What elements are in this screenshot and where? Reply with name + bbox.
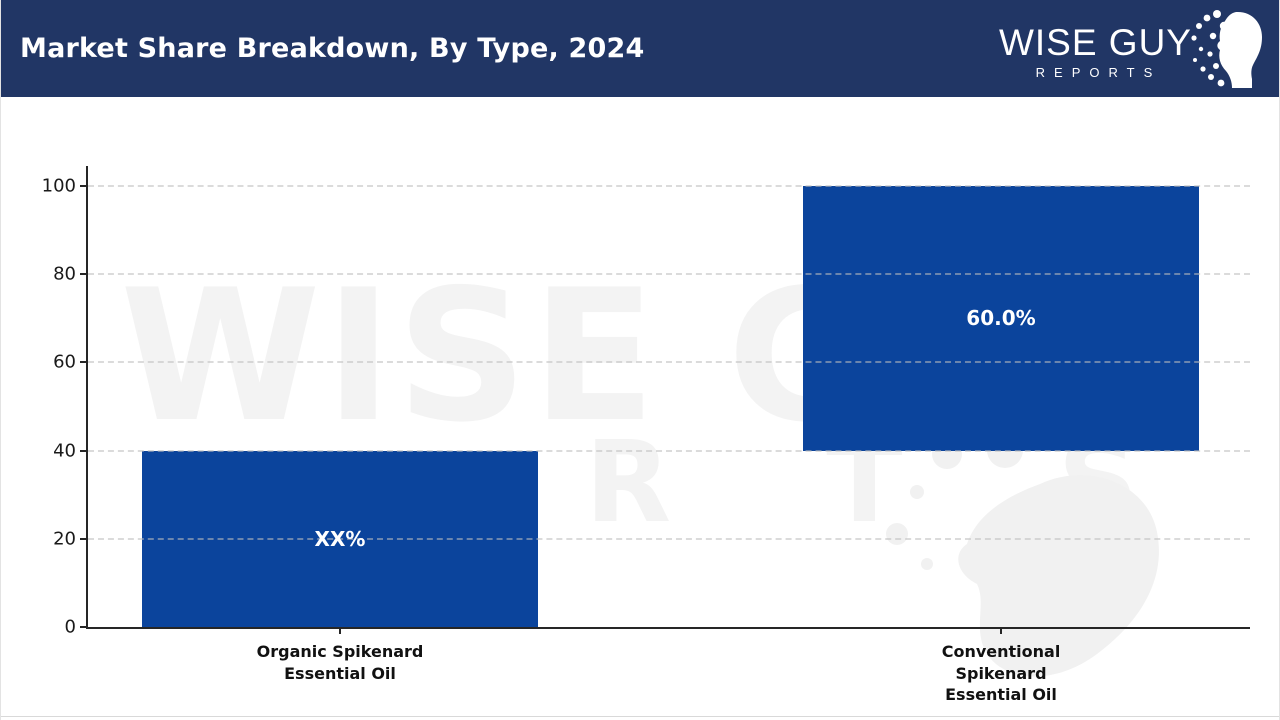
y-gridline — [88, 185, 1250, 187]
plot-area: 0 20 40 60 80 100 XX% 60.0% Organic Spikenard Es… — [0, 97, 1280, 720]
y-axis-spine — [86, 166, 88, 627]
y-tick-mark — [80, 626, 88, 628]
y-tick-mark — [80, 537, 88, 540]
logo-wordmark: WISE GUY — [998, 22, 1192, 64]
y-gridline — [88, 537, 1250, 540]
y-tick-label: 60 — [53, 351, 76, 373]
page-title: Market Share Breakdown, By Type, 2024 — [20, 33, 645, 64]
y-tick-mark — [80, 185, 88, 187]
y-gridline — [88, 361, 1250, 364]
logo-text: WISE GUY REPORTS — [998, 22, 1192, 80]
y-tick-label: 100 — [41, 175, 76, 197]
x-tick-mark — [339, 627, 341, 634]
bar-value-label: XX% — [314, 526, 366, 551]
page-bottom-border — [0, 716, 1280, 717]
x-axis-spine — [86, 627, 1250, 629]
chart-area: WISE GUY R T S 0 20 40 60 80 100 XX% 60.0% Organ… — [0, 97, 1280, 720]
y-gridline — [88, 273, 1250, 276]
x-tick-mark — [1000, 627, 1002, 634]
y-tick-label: 20 — [53, 528, 76, 550]
wise-guy-logo: WISE GUY REPORTS — [999, 8, 1266, 96]
bar-value-label: 60.0% — [966, 306, 1036, 331]
x-axis-label: Conventional Spikenard Essential Oil — [941, 642, 1061, 705]
bar — [803, 186, 1199, 451]
y-tick-label: 40 — [53, 440, 76, 462]
y-tick-mark — [80, 449, 88, 452]
y-gridline — [88, 449, 1250, 452]
logo-subtext: REPORTS — [1035, 64, 1162, 80]
y-tick-label: 0 — [64, 616, 76, 638]
x-axis-label: Organic Spikenard Essential Oil — [256, 642, 424, 683]
y-tick-mark — [80, 273, 88, 276]
dotted-head-profile-icon — [1186, 8, 1266, 96]
header-bar: Market Share Breakdown, By Type, 2024 WI… — [0, 0, 1280, 97]
page-left-border — [0, 0, 1, 720]
y-tick-label: 80 — [53, 263, 76, 285]
y-tick-mark — [80, 361, 88, 364]
